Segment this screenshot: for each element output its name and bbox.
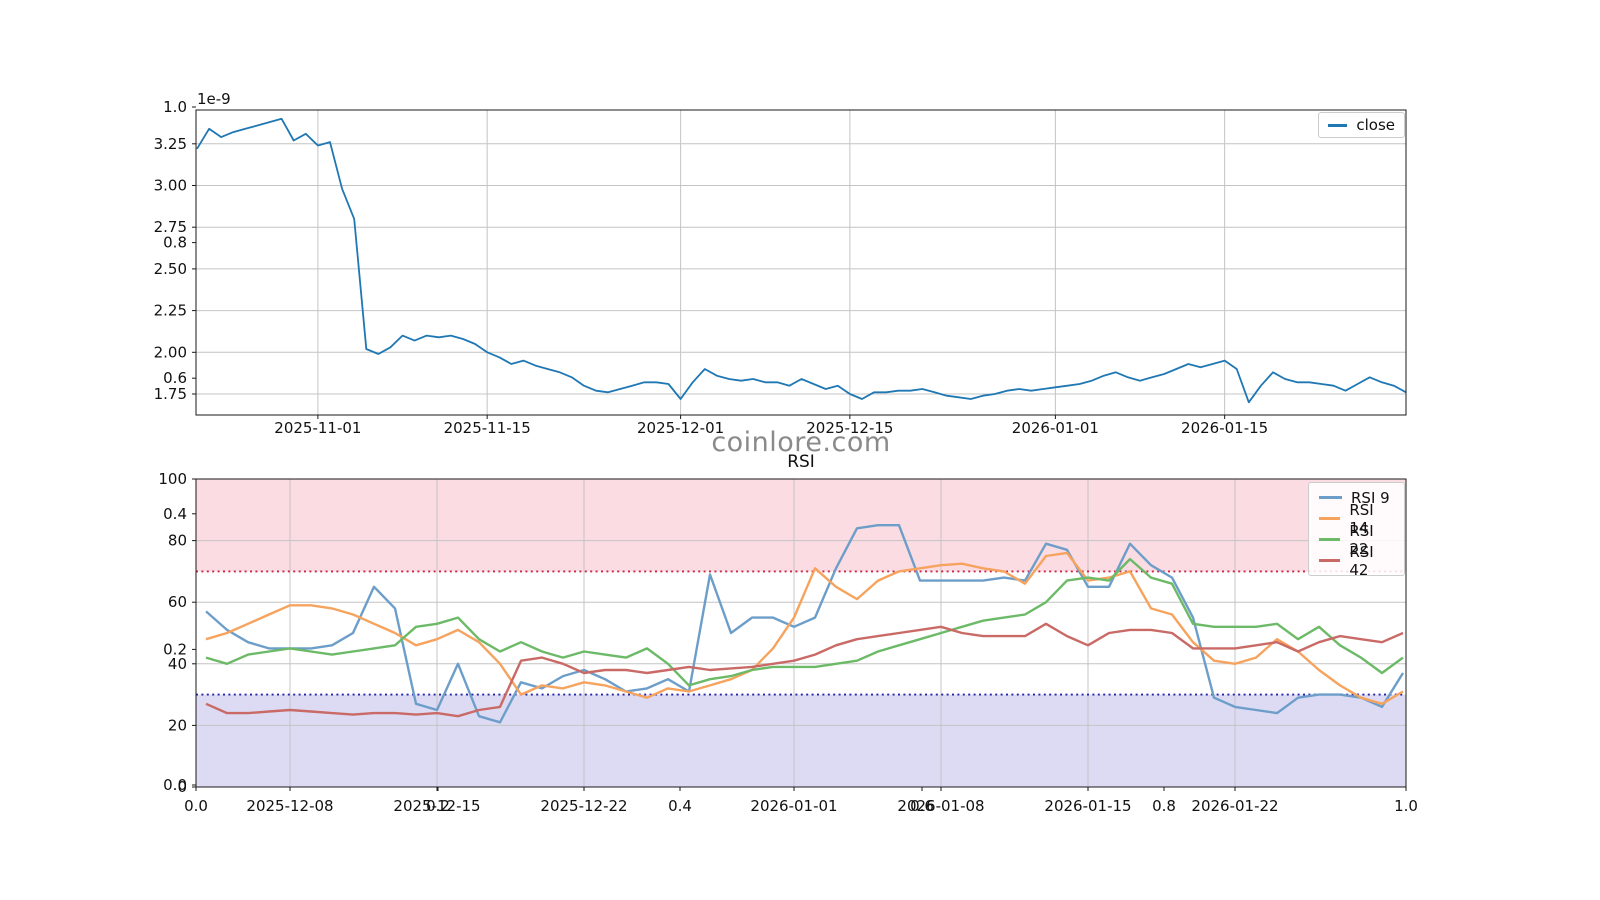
rsi-x-tick-label: 2026-01-15: [1044, 797, 1131, 815]
rsi-9-legend-label: RSI 9: [1351, 488, 1390, 507]
rsi-y-tick-label: 20: [168, 716, 187, 734]
rsi-x-tick-label: 2026-01-22: [1191, 797, 1278, 815]
price-x-tick-label: 2026-01-15: [1181, 419, 1268, 437]
hidden-x-tick-label: 0.8: [1152, 797, 1176, 815]
hidden-y-tick-label: 1.0: [163, 98, 187, 116]
rsi-legend-item: RSI 22: [1319, 522, 1394, 558]
rsi-42-line-sample: [1319, 559, 1341, 562]
oversold-band: [196, 694, 1406, 787]
price-x-tick-label: 2025-11-01: [274, 419, 361, 437]
hidden-x-tick-label: 0.0: [184, 797, 208, 815]
watermark: coinlore.com: [711, 427, 891, 458]
rsi-y-tick-label: 80: [168, 532, 187, 550]
rsi-legend-item: RSI 42: [1319, 543, 1394, 579]
rsi-legend: RSI 9 RSI 14 RSI 22 RSI 42: [1308, 482, 1405, 579]
price-legend-label: close: [1356, 116, 1395, 134]
overbought-band: [196, 479, 1406, 572]
rsi-x-tick-label: 2026-01-01: [750, 797, 837, 815]
rsi-legend-item: RSI 9: [1319, 488, 1394, 507]
price-y-tick-label: 3.00: [154, 177, 187, 195]
rsi-y-tick-label: 60: [168, 593, 187, 611]
price-y-tick-label: 2.00: [154, 343, 187, 361]
hidden-x-tick-label: 0.4: [668, 797, 692, 815]
hidden-y-tick-label: 0.6: [163, 369, 187, 387]
price-x-tick-label: 2026-01-01: [1012, 419, 1099, 437]
rsi-legend-item: RSI 14: [1319, 501, 1394, 537]
rsi-y-tick-label: 40: [168, 655, 187, 673]
close-line: [196, 117, 1407, 404]
y-axis-offset-label: 1e-9: [197, 90, 231, 108]
price-y-tick-label: 2.50: [154, 260, 187, 278]
hidden-y-tick-label: 0.0: [163, 776, 187, 794]
price-x-tick-label: 2025-12-15: [806, 419, 893, 437]
rsi-x-tick-label: 2025-12-15: [393, 797, 480, 815]
hidden-x-tick-label: 0.2: [426, 797, 450, 815]
rsi-14-legend-label: RSI 14: [1349, 500, 1374, 537]
price-x-tick-label: 2025-12-01: [637, 419, 724, 437]
close-line-sample: [1328, 123, 1348, 127]
hidden-x-tick-label: 0.6: [910, 797, 934, 815]
rsi-x-tick-label: 2025-12-08: [246, 797, 333, 815]
price-y-tick-label: 3.25: [154, 135, 187, 153]
hidden-y-tick-label: 0.2: [163, 640, 187, 658]
rsi-14-line: [205, 551, 1404, 705]
rsi-x-tick-label: 2026-01-08: [897, 797, 984, 815]
rsi-22-legend-label: RSI 22: [1349, 521, 1374, 558]
rsi-y-tick-label: 100: [158, 470, 187, 488]
rsi-22-line-sample: [1319, 538, 1341, 541]
price-y-tick-label: 2.25: [154, 302, 187, 320]
rsi-9-line: [205, 524, 1405, 724]
hidden-y-tick-label: 0.8: [163, 234, 187, 252]
price-x-tick-label: 2025-11-15: [444, 419, 531, 437]
price-y-tick-label: 2.75: [154, 218, 187, 236]
rsi-22-line: [205, 557, 1404, 687]
price-legend: close: [1318, 112, 1405, 138]
rsi-x-tick-label: 2025-12-22: [540, 797, 627, 815]
hidden-y-tick-label: 0.4: [163, 505, 187, 523]
price-y-tick-label: 1.75: [154, 385, 187, 403]
hidden-x-tick-label: 1.0: [1394, 797, 1418, 815]
rsi-chart-title: RSI: [787, 452, 815, 472]
rsi-42-legend-label: RSI 42: [1349, 542, 1374, 579]
rsi-y-tick-label: 0: [177, 778, 187, 796]
price-plot-border: [195, 109, 1407, 416]
rsi-plot-border: [195, 478, 1407, 788]
rsi-14-line-sample: [1319, 517, 1341, 520]
rsi-9-line-sample: [1319, 496, 1342, 499]
rsi-42-line: [205, 622, 1404, 718]
